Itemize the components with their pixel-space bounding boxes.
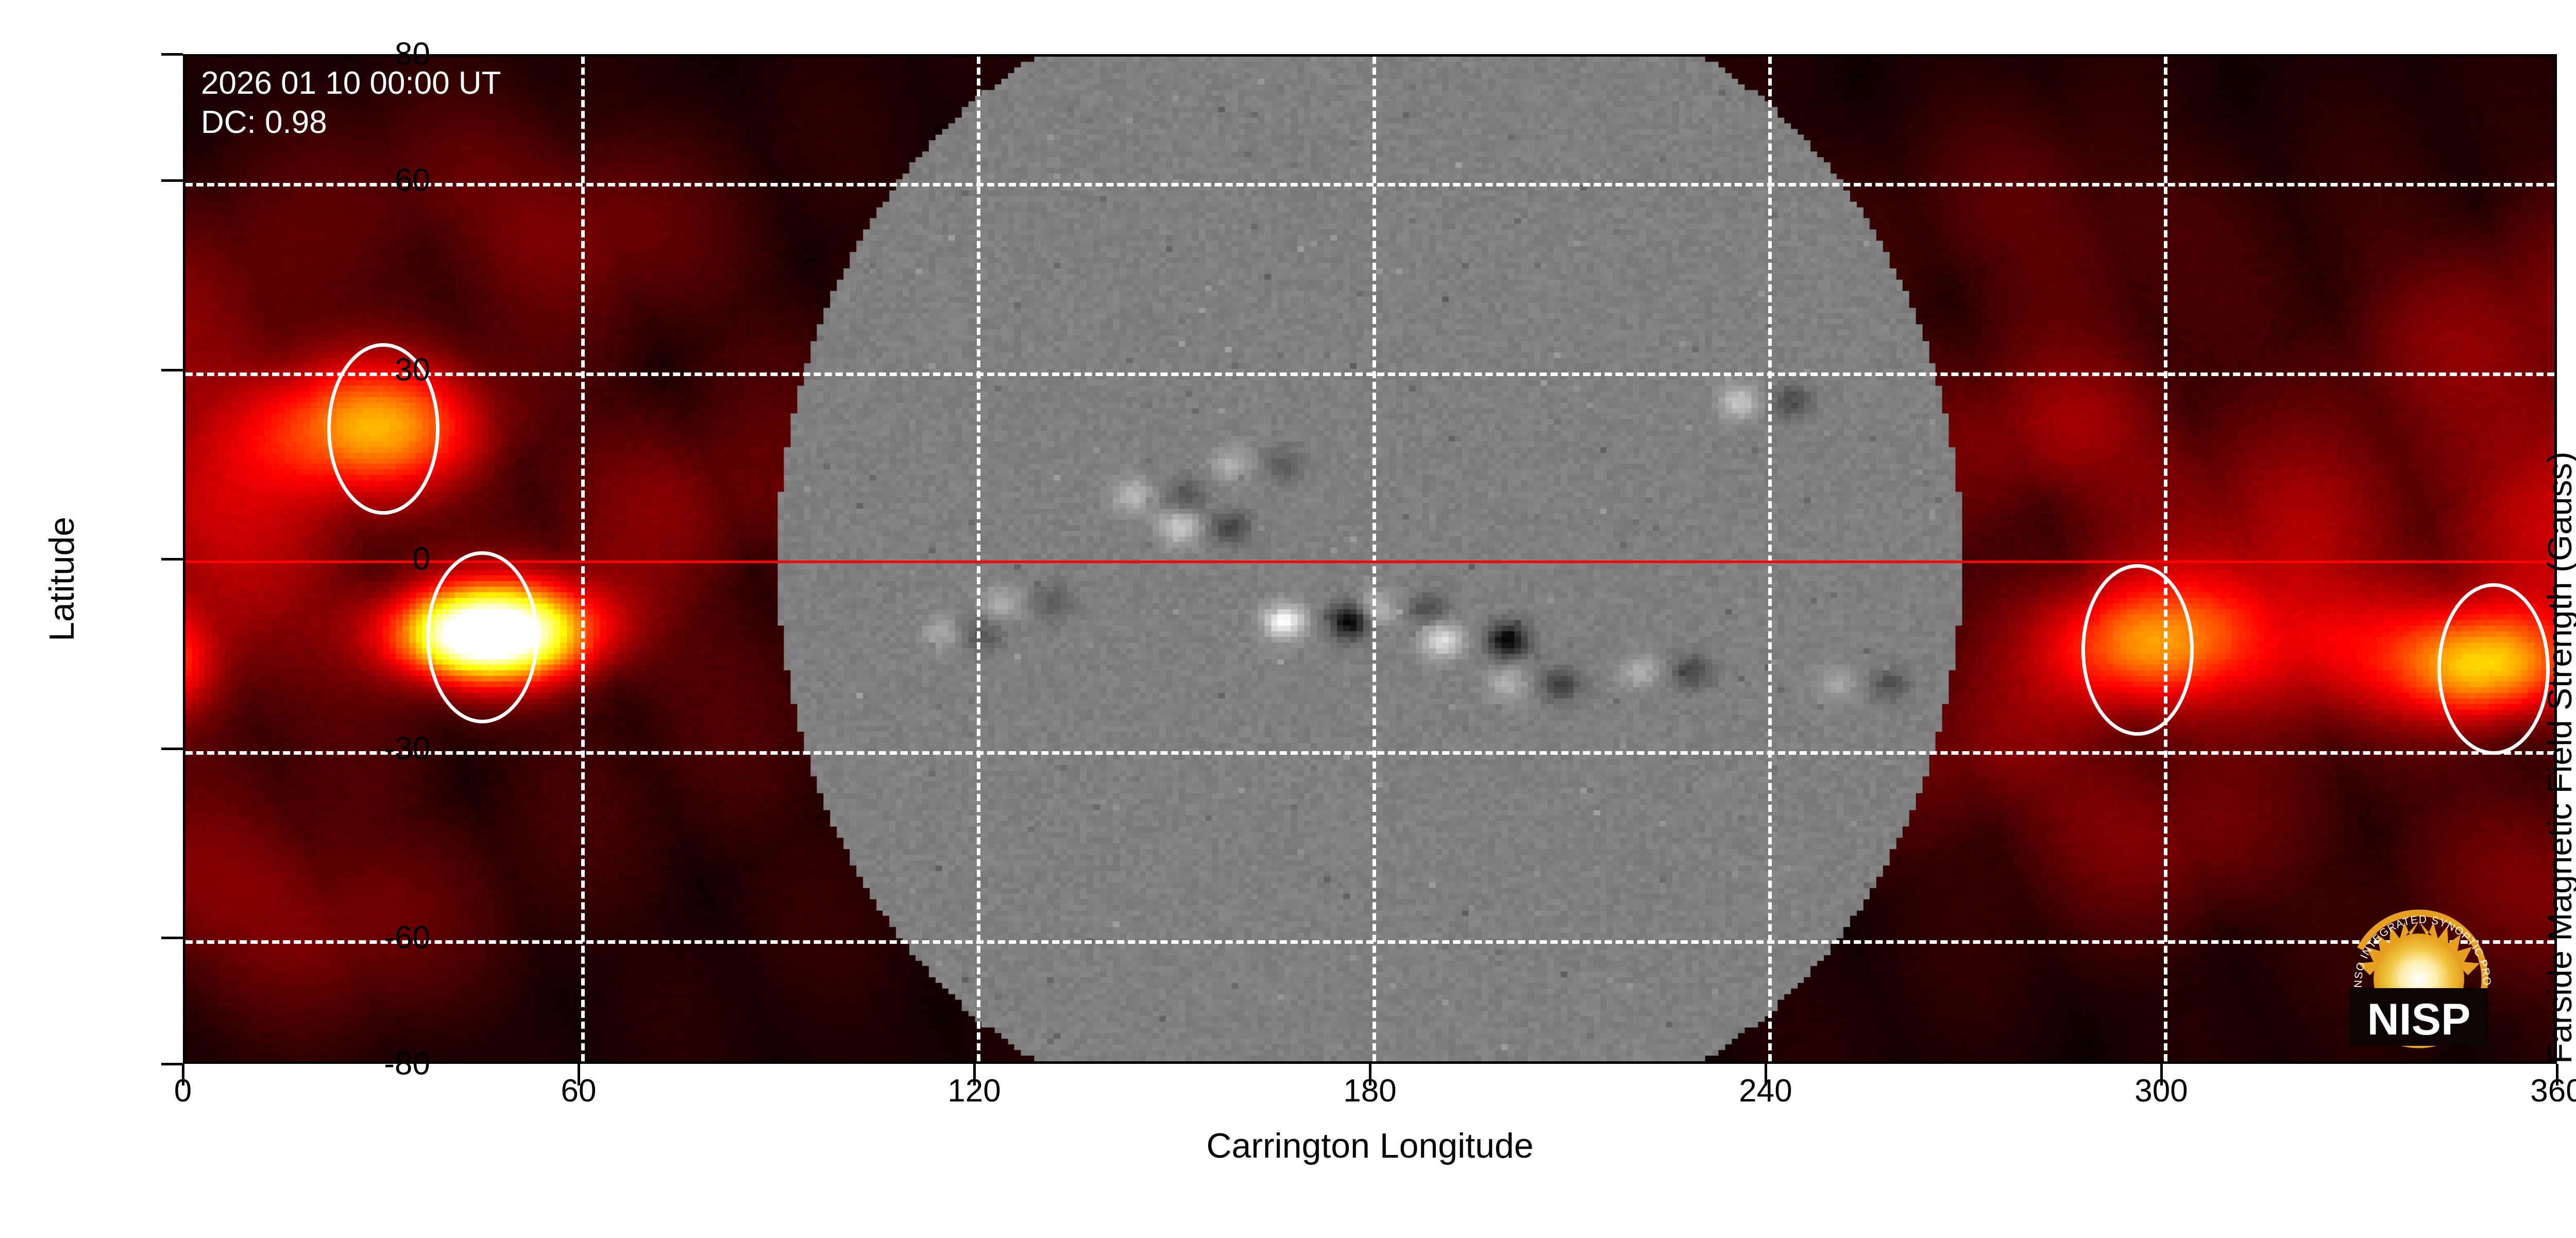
- y-tick-mark--30: [161, 747, 183, 750]
- equator-line: [185, 561, 2554, 563]
- logo-acronym: NISP: [2367, 995, 2471, 1044]
- y-tick-mark-60: [161, 179, 183, 182]
- y-tick-mark-80: [161, 53, 183, 56]
- x-tick-mark-0: [182, 1064, 184, 1086]
- y-tick-mark--60: [161, 937, 183, 939]
- logo-base: [2349, 988, 2488, 1046]
- y-axis-title: Latitude: [42, 517, 81, 641]
- gridline-lat--30: [185, 751, 2554, 755]
- y-tick-mark--80: [161, 1063, 183, 1065]
- active-region-circle-1: [327, 343, 439, 515]
- y-tick-label-0: 0: [412, 541, 430, 577]
- gridline-lon-300: [2164, 57, 2167, 1061]
- gridline-lon-60: [581, 57, 585, 1061]
- active-region-circle-4: [2437, 583, 2550, 755]
- active-region-circle-3: [2081, 564, 2194, 736]
- x-tick-mark-240: [1765, 1064, 1767, 1086]
- x-tick-mark-360: [2556, 1064, 2558, 1086]
- x-tick-label-360: 360: [2530, 1073, 2576, 1109]
- y-tick-label-80: 80: [395, 36, 430, 72]
- x-tick-mark-180: [1369, 1064, 1371, 1086]
- gridline-lon-240: [1768, 57, 1772, 1061]
- y-tick-label-30: 30: [395, 352, 430, 387]
- y-tick-label--60: -60: [384, 920, 430, 956]
- active-region-circle-2: [426, 551, 538, 723]
- farside-cbar-title: Farside Magnetic Field Strength (Gauss): [2540, 451, 2576, 1064]
- y-tick-mark-30: [161, 368, 183, 371]
- gridline-lat--60: [185, 940, 2554, 944]
- logo-corona: [2358, 921, 2480, 975]
- x-tick-mark-300: [2160, 1064, 2163, 1086]
- synoptic-map-plot: 2026 01 10 00:00 UT DC: 0.98: [183, 54, 2557, 1064]
- timestamp-stamp: 2026 01 10 00:00 UT DC: 0.98: [201, 65, 501, 140]
- gridline-lat-60: [185, 183, 2554, 186]
- x-tick-mark-120: [973, 1064, 976, 1086]
- y-tick-label-60: 60: [395, 162, 430, 198]
- y-tick-mark-0: [161, 558, 183, 561]
- gridline-lon-180: [1372, 57, 1376, 1061]
- magnetogram-canvas: [185, 57, 2554, 1061]
- y-tick-label--30: -30: [384, 731, 430, 766]
- x-tick-mark-60: [578, 1064, 580, 1086]
- y-tick-label--80: -80: [384, 1046, 430, 1082]
- gridline-lon-120: [977, 57, 980, 1061]
- nisp-logo: NISP NSO INTEGRATED SYNOPTIC PROGRAM: [2334, 902, 2492, 1048]
- x-axis-title: Carrington Longitude: [1206, 1126, 1534, 1165]
- gridline-lat-30: [185, 372, 2554, 376]
